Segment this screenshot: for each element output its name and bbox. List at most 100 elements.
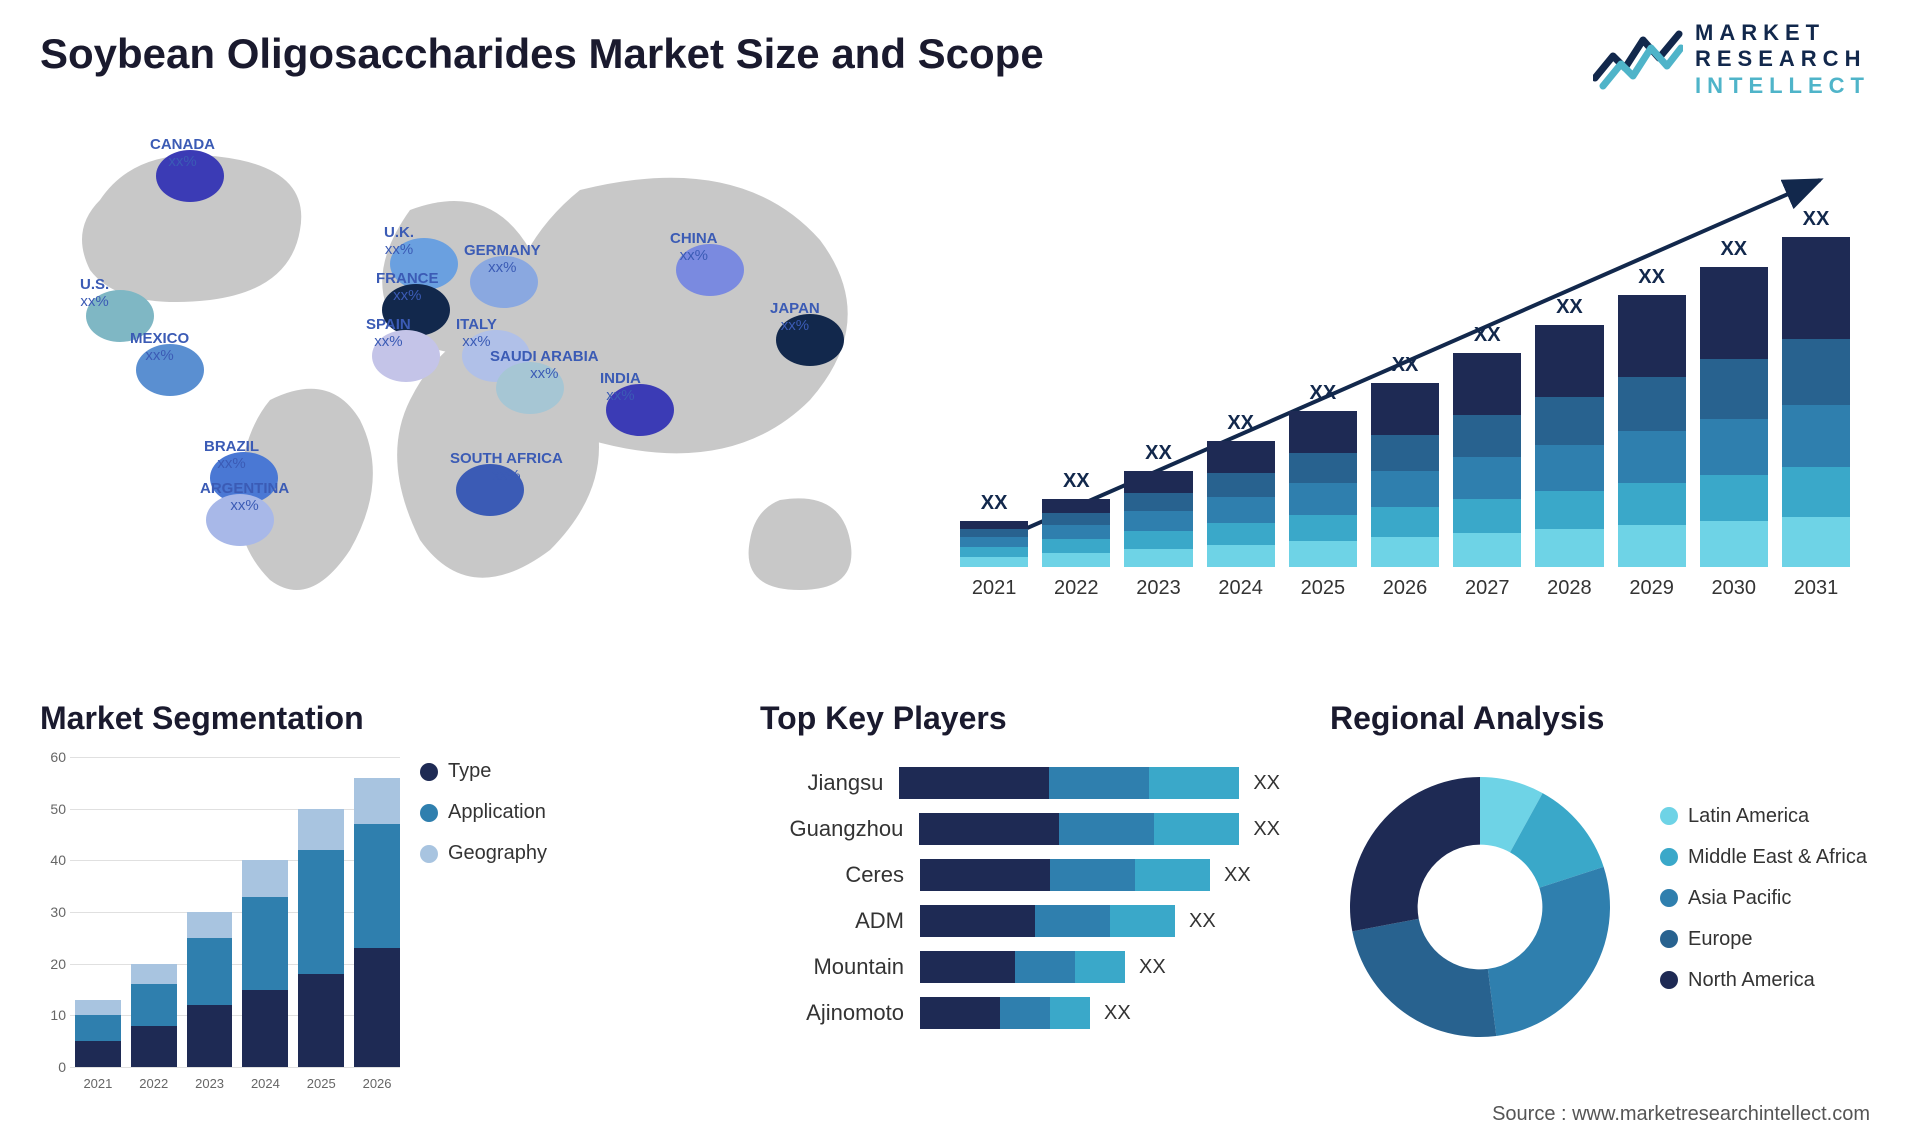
growth-seg — [1453, 415, 1521, 457]
growth-col-2021: XX 2021 — [960, 492, 1028, 600]
growth-seg — [1042, 553, 1110, 567]
growth-toplabel: XX — [1803, 208, 1830, 231]
player-bar — [920, 951, 1125, 983]
growth-toplabel: XX — [1310, 382, 1337, 405]
player-seg — [920, 997, 1000, 1029]
legend-label: Middle East & Africa — [1688, 846, 1867, 869]
growth-seg — [1618, 483, 1686, 525]
growth-col-2030: XX2030 — [1700, 238, 1768, 600]
growth-chart: XX2021XX2022XX2023XX2024XX2025XX2026XX20… — [960, 160, 1850, 640]
segmentation-title: Market Segmentation — [40, 700, 580, 737]
legend-swatch — [1660, 971, 1678, 989]
logo-icon — [1593, 28, 1683, 92]
growth-seg — [1289, 483, 1357, 515]
seg-col-2023: 2023 — [187, 912, 233, 1067]
legend-label: North America — [1688, 969, 1815, 992]
seg-seg — [131, 964, 177, 985]
player-seg — [1059, 813, 1154, 845]
page-title: Soybean Oligosaccharides Market Size and… — [40, 30, 1044, 78]
seg-seg — [75, 1015, 121, 1041]
player-seg — [1135, 859, 1210, 891]
growth-stack — [1207, 441, 1275, 567]
player-seg — [1110, 905, 1175, 937]
seg-seg — [187, 938, 233, 1005]
donut-slice — [1350, 777, 1480, 931]
growth-seg — [1535, 445, 1603, 491]
players-list: JiangsuXXGuangzhouXXCeresXXADMXXMountain… — [760, 767, 1280, 1029]
legend-swatch — [420, 804, 438, 822]
player-value: XX — [1189, 910, 1216, 933]
country-label-canada: CANADAxx% — [150, 136, 215, 171]
growth-seg — [1371, 383, 1439, 435]
player-name: Ajinomoto — [760, 1000, 920, 1026]
seg-col-2022: 2022 — [131, 964, 177, 1067]
player-seg — [1075, 951, 1125, 983]
player-row: CeresXX — [760, 859, 1280, 891]
player-row: Ajinomoto XX — [760, 997, 1280, 1029]
seg-seg — [354, 948, 400, 1067]
seg-seg — [242, 897, 288, 990]
seg-seg — [242, 860, 288, 896]
growth-seg — [1453, 353, 1521, 415]
growth-toplabel: XX — [981, 492, 1008, 515]
growth-col-2025: XX2025 — [1289, 382, 1357, 600]
seg-xlabel: 2022 — [131, 1076, 177, 1091]
growth-stack — [1618, 295, 1686, 567]
players-title: Top Key Players — [760, 700, 1280, 737]
growth-seg — [1700, 419, 1768, 475]
growth-seg — [1124, 493, 1192, 511]
legend-item: Europe — [1660, 928, 1867, 951]
seg-xlabel: 2026 — [354, 1076, 400, 1091]
country-label-germany: GERMANYxx% — [464, 242, 541, 277]
player-row: MountainXX — [760, 951, 1280, 983]
player-bar — [920, 859, 1210, 891]
growth-toplabel: XX — [1638, 266, 1665, 289]
seg-ytick: 60 — [50, 749, 66, 765]
player-seg — [899, 767, 1049, 799]
growth-seg — [1782, 339, 1850, 405]
growth-seg — [960, 529, 1028, 537]
growth-seg — [1700, 521, 1768, 567]
growth-seg — [1453, 533, 1521, 567]
growth-col-2027: XX2027 — [1453, 324, 1521, 600]
seg-ytick: 30 — [50, 904, 66, 920]
player-value: XX — [1104, 1002, 1131, 1025]
seg-seg — [75, 1041, 121, 1067]
growth-seg — [1535, 325, 1603, 397]
legend-swatch — [1660, 807, 1678, 825]
growth-seg — [1042, 499, 1110, 513]
growth-seg — [1535, 397, 1603, 445]
growth-xlabel: 2022 — [1054, 577, 1099, 600]
growth-seg — [1618, 431, 1686, 483]
segmentation-legend: TypeApplicationGeography — [420, 760, 547, 883]
growth-seg — [1782, 405, 1850, 467]
seg-ytick: 0 — [58, 1059, 66, 1075]
world-map-panel: CANADAxx%U.S.xx%MEXICOxx%BRAZILxx%ARGENT… — [40, 120, 920, 640]
regional-legend: Latin America Middle East & Africa Asia Pa… — [1660, 805, 1867, 1010]
legend-label: Application — [448, 801, 546, 824]
growth-seg — [1535, 491, 1603, 529]
player-seg — [1000, 997, 1050, 1029]
player-seg — [1049, 767, 1149, 799]
country-label-saudi-arabia: SAUDI ARABIAxx% — [490, 348, 599, 383]
logo-line1: MARKET — [1695, 20, 1870, 46]
growth-seg — [1371, 507, 1439, 537]
legend-label: Latin America — [1688, 805, 1809, 828]
legend-swatch — [1660, 889, 1678, 907]
growth-stack — [1700, 267, 1768, 567]
player-value: XX — [1253, 818, 1280, 841]
growth-seg — [1207, 545, 1275, 567]
growth-seg — [1207, 523, 1275, 545]
seg-col-2024: 2024 — [242, 860, 288, 1067]
growth-col-2023: XX2023 — [1124, 442, 1192, 600]
country-label-france: FRANCExx% — [376, 270, 439, 305]
growth-xlabel: 2021 — [972, 577, 1017, 600]
seg-col-2021: 2021 — [75, 1000, 121, 1067]
seg-seg — [131, 984, 177, 1025]
growth-xlabel: 2027 — [1465, 577, 1510, 600]
legend-item: Asia Pacific — [1660, 887, 1867, 910]
growth-stack — [1289, 411, 1357, 567]
seg-seg — [187, 912, 233, 938]
growth-seg — [1700, 267, 1768, 359]
growth-seg — [1042, 513, 1110, 525]
